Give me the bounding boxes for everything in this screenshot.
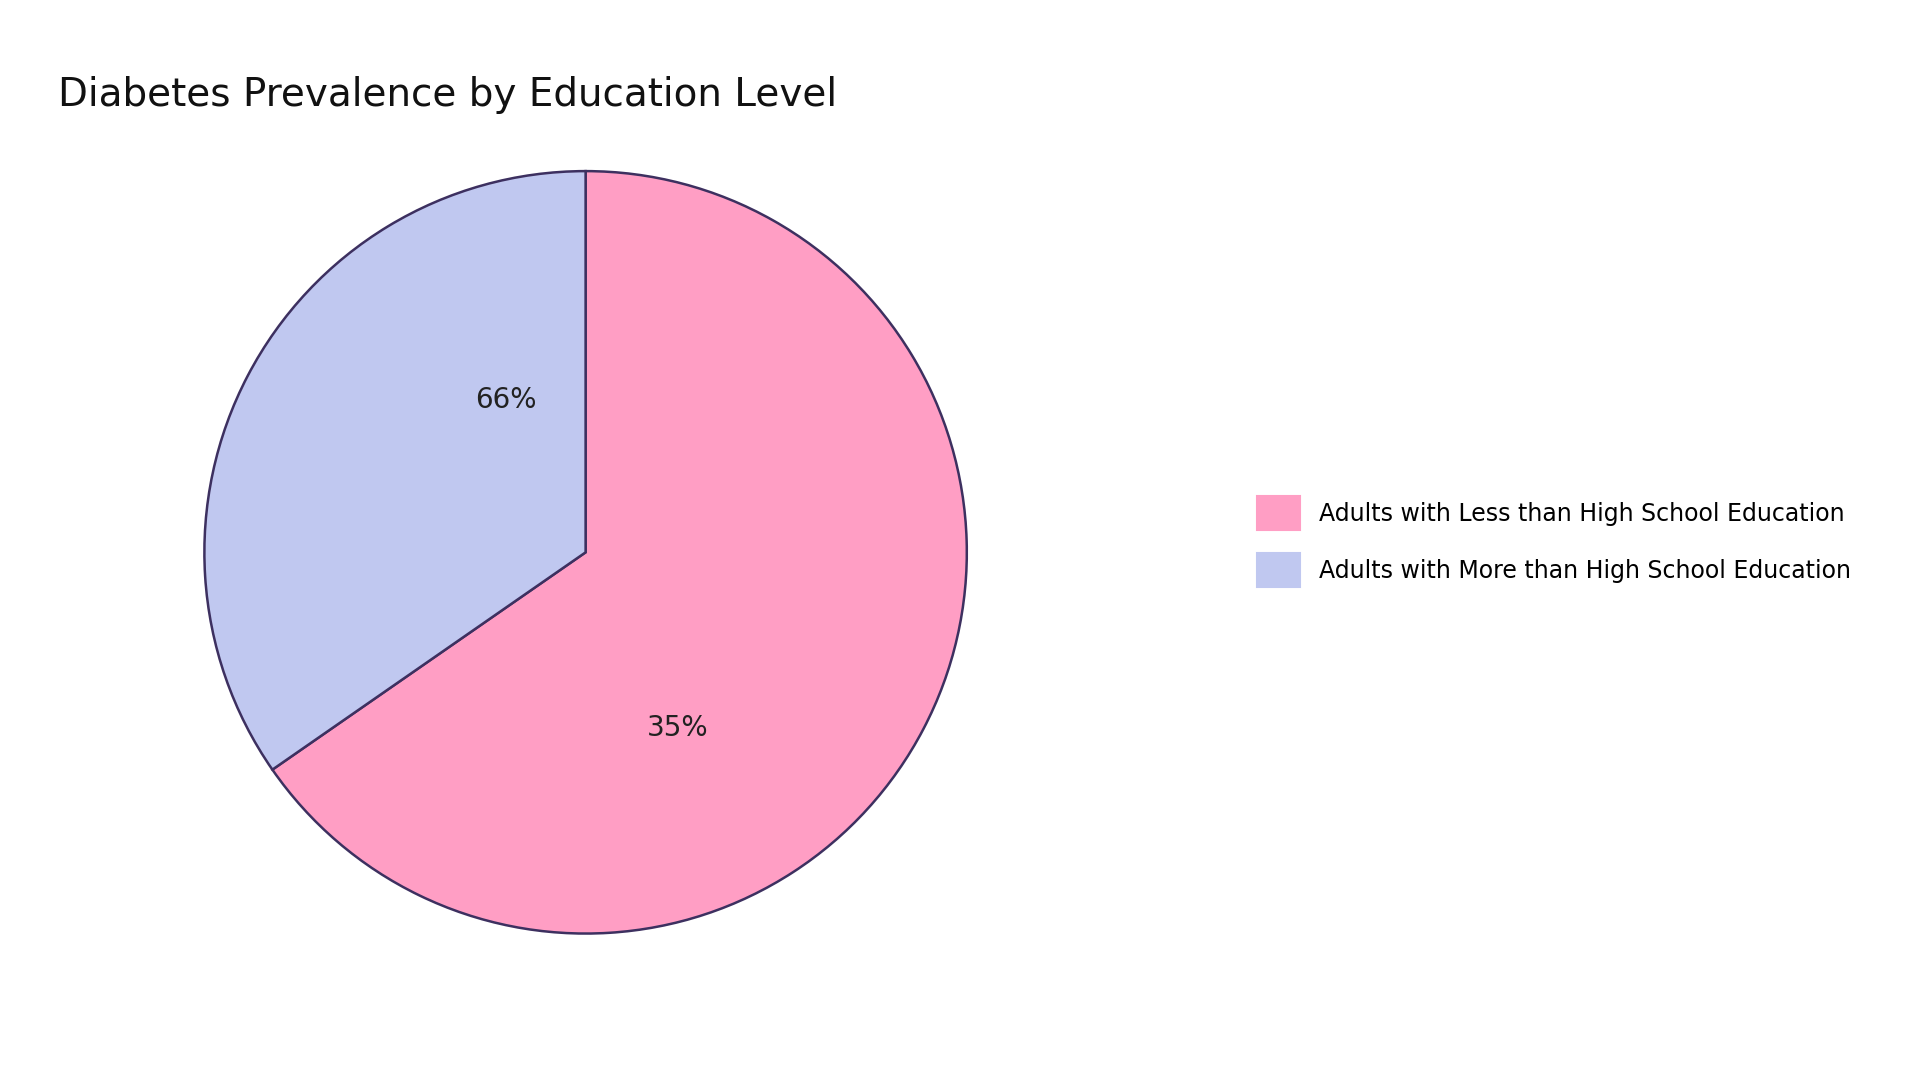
Legend: Adults with Less than High School Education, Adults with More than High School E: Adults with Less than High School Educat… — [1258, 496, 1851, 587]
Text: 35%: 35% — [647, 714, 708, 742]
Wedge shape — [273, 171, 968, 934]
Text: Diabetes Prevalence by Education Level: Diabetes Prevalence by Education Level — [58, 76, 837, 114]
Wedge shape — [204, 171, 586, 770]
Text: 66%: 66% — [476, 387, 538, 415]
